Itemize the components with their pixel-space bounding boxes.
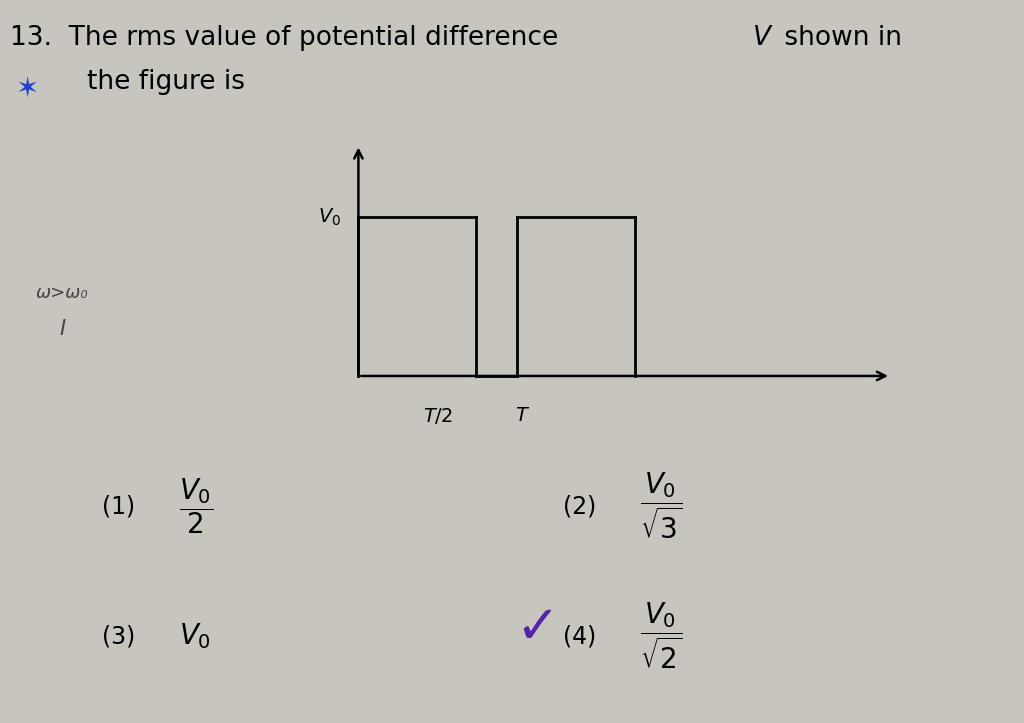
Text: ✶: ✶ <box>15 76 39 104</box>
Text: $\dfrac{V_0}{2}$: $\dfrac{V_0}{2}$ <box>179 476 213 536</box>
Text: $V_0$: $V_0$ <box>318 206 341 228</box>
Text: the figure is: the figure is <box>87 69 245 95</box>
Text: I: I <box>59 319 66 339</box>
Text: ω>ω₀: ω>ω₀ <box>36 284 88 301</box>
Text: $\dfrac{V_0}{\sqrt{2}}$: $\dfrac{V_0}{\sqrt{2}}$ <box>640 601 683 672</box>
Text: (4): (4) <box>563 624 596 649</box>
Text: ✓: ✓ <box>515 602 560 654</box>
Text: $T/2$: $T/2$ <box>423 406 453 426</box>
Text: (3): (3) <box>102 624 135 649</box>
Text: $\dfrac{V_0}{\sqrt{3}}$: $\dfrac{V_0}{\sqrt{3}}$ <box>640 471 683 542</box>
Text: (2): (2) <box>563 494 596 518</box>
Text: 13.  The rms value of potential difference: 13. The rms value of potential differenc… <box>10 25 567 51</box>
Text: V: V <box>753 25 771 51</box>
Text: $T$: $T$ <box>515 406 529 425</box>
Text: (1): (1) <box>102 494 135 518</box>
Text: shown in: shown in <box>776 25 902 51</box>
Text: $V_0$: $V_0$ <box>179 621 211 651</box>
